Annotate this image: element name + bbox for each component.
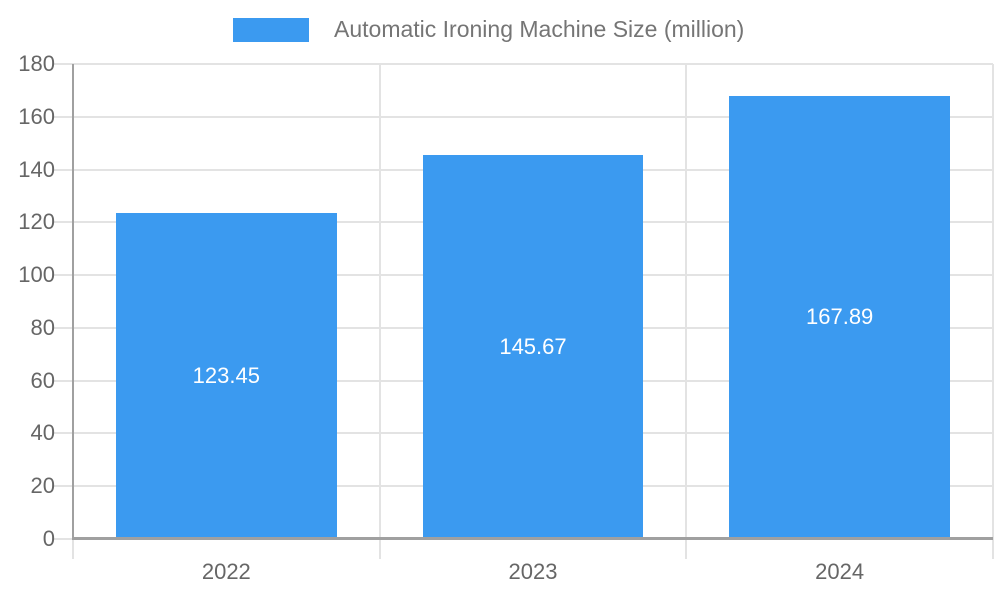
gridline-vertical — [685, 64, 688, 539]
bar-2024[interactable]: 167.89 — [729, 95, 951, 539]
plot-area: 0 20 40 60 80 100 120 140 160 180 123.45 2022 145.67… — [18, 53, 994, 583]
legend-label: Automatic Ironing Machine Size (million) — [334, 16, 745, 42]
gridline-horizontal — [52, 115, 993, 118]
x-tick-mark — [685, 539, 688, 559]
bar-2023[interactable]: 145.67 — [422, 154, 644, 539]
y-axis-tick-label: 40 — [30, 420, 55, 446]
y-axis-tick-label: 160 — [18, 103, 55, 129]
y-axis-tick-label: 0 — [42, 526, 55, 551]
gridline-vertical — [378, 64, 381, 539]
chart-legend[interactable]: Automatic Ironing Machine Size (million) — [233, 16, 744, 43]
x-axis-tick-label: 2022 — [201, 559, 251, 584]
y-axis-tick-label: 120 — [18, 209, 55, 235]
y-axis-tick-label: 100 — [18, 262, 55, 288]
bar-value-label: 145.67 — [499, 333, 567, 359]
y-axis-tick-label: 180 — [18, 51, 55, 76]
y-axis-tick-label: 60 — [30, 367, 55, 393]
y-axis-tick-label: 80 — [30, 314, 55, 340]
gridline-horizontal — [52, 63, 993, 65]
gridline-vertical — [992, 64, 994, 539]
x-axis-tick-label: 2023 — [508, 559, 558, 584]
x-axis-line — [72, 537, 993, 540]
y-axis-tick-label: 140 — [18, 156, 55, 182]
x-axis-tick-label: 2024 — [815, 559, 865, 584]
x-tick-mark — [992, 539, 994, 559]
x-tick-mark — [72, 539, 74, 559]
legend-swatch-icon — [233, 17, 309, 42]
x-tick-mark — [378, 539, 381, 559]
bar-value-label: 167.89 — [806, 304, 874, 330]
y-axis-tick-label: 20 — [30, 473, 55, 499]
bar-value-label: 123.45 — [192, 363, 260, 389]
bar-2022[interactable]: 123.45 — [115, 213, 337, 539]
y-axis-line — [72, 64, 74, 539]
